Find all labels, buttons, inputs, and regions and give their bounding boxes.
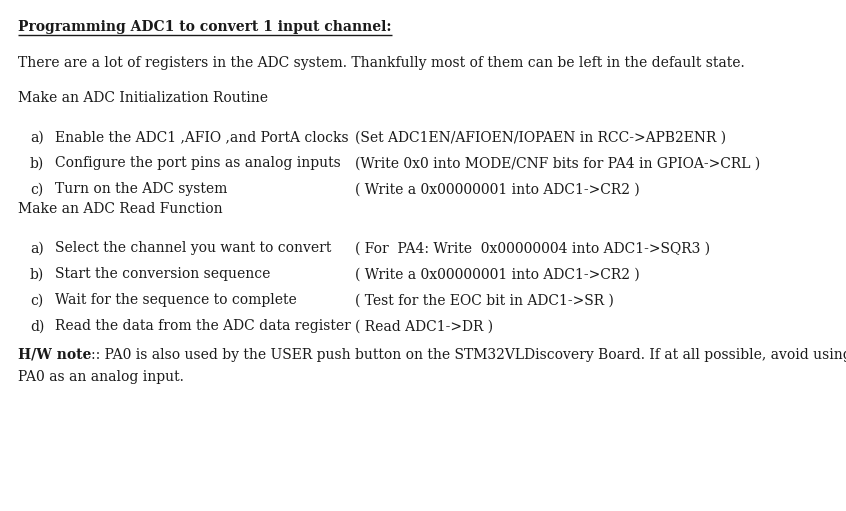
Text: ( Test for the EOC bit in ADC1->SR ): ( Test for the EOC bit in ADC1->SR )	[355, 293, 614, 307]
Text: c): c)	[30, 293, 43, 307]
Text: H/W note: H/W note	[18, 348, 91, 362]
Text: b): b)	[30, 267, 44, 281]
Text: Read the data from the ADC data register: Read the data from the ADC data register	[55, 319, 351, 333]
Text: Start the conversion sequence: Start the conversion sequence	[55, 267, 271, 281]
Text: Configure the port pins as analog inputs: Configure the port pins as analog inputs	[55, 156, 341, 170]
Text: b): b)	[30, 156, 44, 170]
Text: Enable the ADC1 ,AFIO ,and PortA clocks: Enable the ADC1 ,AFIO ,and PortA clocks	[55, 130, 349, 145]
Text: a): a)	[30, 241, 44, 256]
Text: There are a lot of registers in the ADC system. Thankfully most of them can be l: There are a lot of registers in the ADC …	[18, 56, 744, 69]
Text: Programming ADC1 to convert 1 input channel:: Programming ADC1 to convert 1 input chan…	[18, 20, 392, 34]
Text: Wait for the sequence to complete: Wait for the sequence to complete	[55, 293, 297, 307]
Text: ( Read ADC1->DR ): ( Read ADC1->DR )	[355, 319, 493, 333]
Text: Make an ADC Read Function: Make an ADC Read Function	[18, 202, 222, 216]
Text: ( For  PA4: Write  0x00000004 into ADC1->SQR3 ): ( For PA4: Write 0x00000004 into ADC1->S…	[355, 241, 710, 256]
Text: Make an ADC Initialization Routine: Make an ADC Initialization Routine	[18, 91, 268, 105]
Text: :: PA0 is also used by the USER push button on the STM32VLDiscovery Board. If at: :: PA0 is also used by the USER push but…	[91, 348, 846, 362]
Text: (Set ADC1EN/AFIOEN/IOPAEN in RCC->APB2ENR ): (Set ADC1EN/AFIOEN/IOPAEN in RCC->APB2EN…	[355, 130, 726, 145]
Text: ( Write a 0x00000001 into ADC1->CR2 ): ( Write a 0x00000001 into ADC1->CR2 )	[355, 267, 640, 281]
Text: ( Write a 0x00000001 into ADC1->CR2 ): ( Write a 0x00000001 into ADC1->CR2 )	[355, 182, 640, 196]
Text: (Write 0x0 into MODE/CNF bits for PA4 in GPIOA->CRL ): (Write 0x0 into MODE/CNF bits for PA4 in…	[355, 156, 761, 170]
Text: PA0 as an analog input.: PA0 as an analog input.	[18, 370, 184, 384]
Text: d): d)	[30, 319, 44, 333]
Text: c): c)	[30, 182, 43, 196]
Text: a): a)	[30, 130, 44, 145]
Text: Turn on the ADC system: Turn on the ADC system	[55, 182, 228, 196]
Text: Select the channel you want to convert: Select the channel you want to convert	[55, 241, 332, 256]
